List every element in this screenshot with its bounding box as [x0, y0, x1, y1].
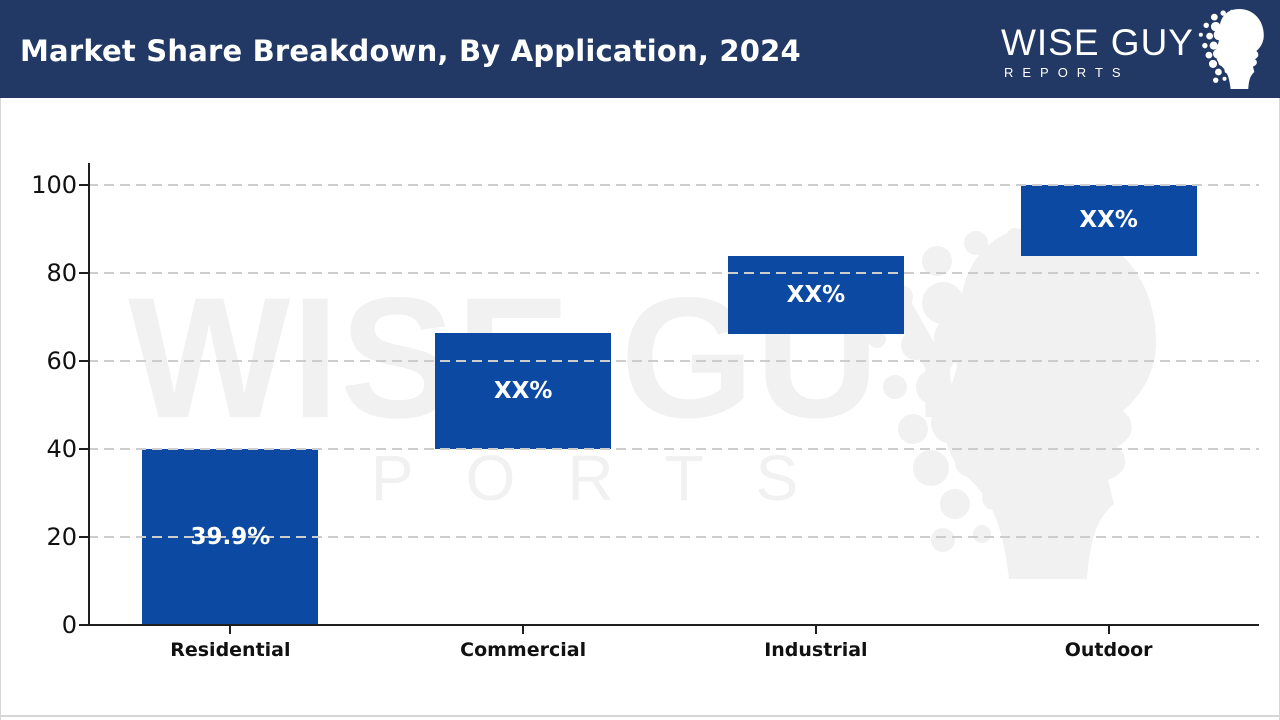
- y-gridline: [88, 272, 1259, 274]
- y-gridline: [88, 184, 1259, 186]
- logo-wordmark: WISE GUY: [1000, 22, 1194, 63]
- y-gridline: [88, 448, 1259, 450]
- y-gridline: [88, 536, 1259, 538]
- x-category-label: Industrial: [764, 639, 868, 661]
- x-category-label: Commercial: [460, 639, 587, 661]
- y-tick-mark: [79, 360, 88, 362]
- x-tick-mark: [229, 626, 232, 634]
- wise-guy-logo: WISE GUY REPORTS: [1001, 7, 1272, 91]
- bar-commercial: [435, 332, 612, 449]
- header-bar: Market Share Breakdown, By Application, …: [0, 0, 1280, 98]
- y-tick-label: 60: [46, 347, 77, 375]
- x-tick-mark: [814, 626, 817, 634]
- chart-title: Market Share Breakdown, By Application, …: [20, 34, 801, 68]
- chart-canvas: WISE GUY REPORTS 39.9% XX% XX% XX% 0 20 40 60 80…: [0, 98, 1280, 720]
- x-tick-mark: [1107, 626, 1110, 634]
- bar-value-label: XX%: [1079, 207, 1138, 234]
- x-axis-line: [88, 624, 1259, 626]
- image-border-left: [0, 98, 1, 720]
- y-tick-label: 20: [46, 523, 77, 551]
- logo-subtext: REPORTS: [1003, 65, 1130, 80]
- y-tick-label: 40: [46, 435, 77, 463]
- y-tick-mark: [79, 272, 88, 274]
- bar-value-label: XX%: [493, 377, 553, 404]
- y-tick-label: 100: [31, 171, 77, 199]
- y-tick-mark: [79, 448, 88, 450]
- y-tick-mark: [79, 184, 88, 186]
- y-gridline: [88, 360, 1259, 362]
- x-tick-mark: [522, 626, 525, 634]
- y-tick-label: 80: [46, 259, 77, 287]
- x-category-label: Outdoor: [1064, 639, 1153, 661]
- x-category-label: Residential: [170, 639, 291, 661]
- y-tick-label: 0: [61, 611, 77, 639]
- y-tick-mark: [79, 536, 88, 538]
- image-border-bottom: [0, 715, 1280, 717]
- y-axis-line: [88, 163, 90, 626]
- logo-text: WISE GUY REPORTS: [1000, 22, 1194, 81]
- bar-value-label: XX%: [786, 281, 846, 308]
- bar-value-label: 39.9%: [190, 524, 271, 551]
- y-tick-mark: [79, 624, 88, 626]
